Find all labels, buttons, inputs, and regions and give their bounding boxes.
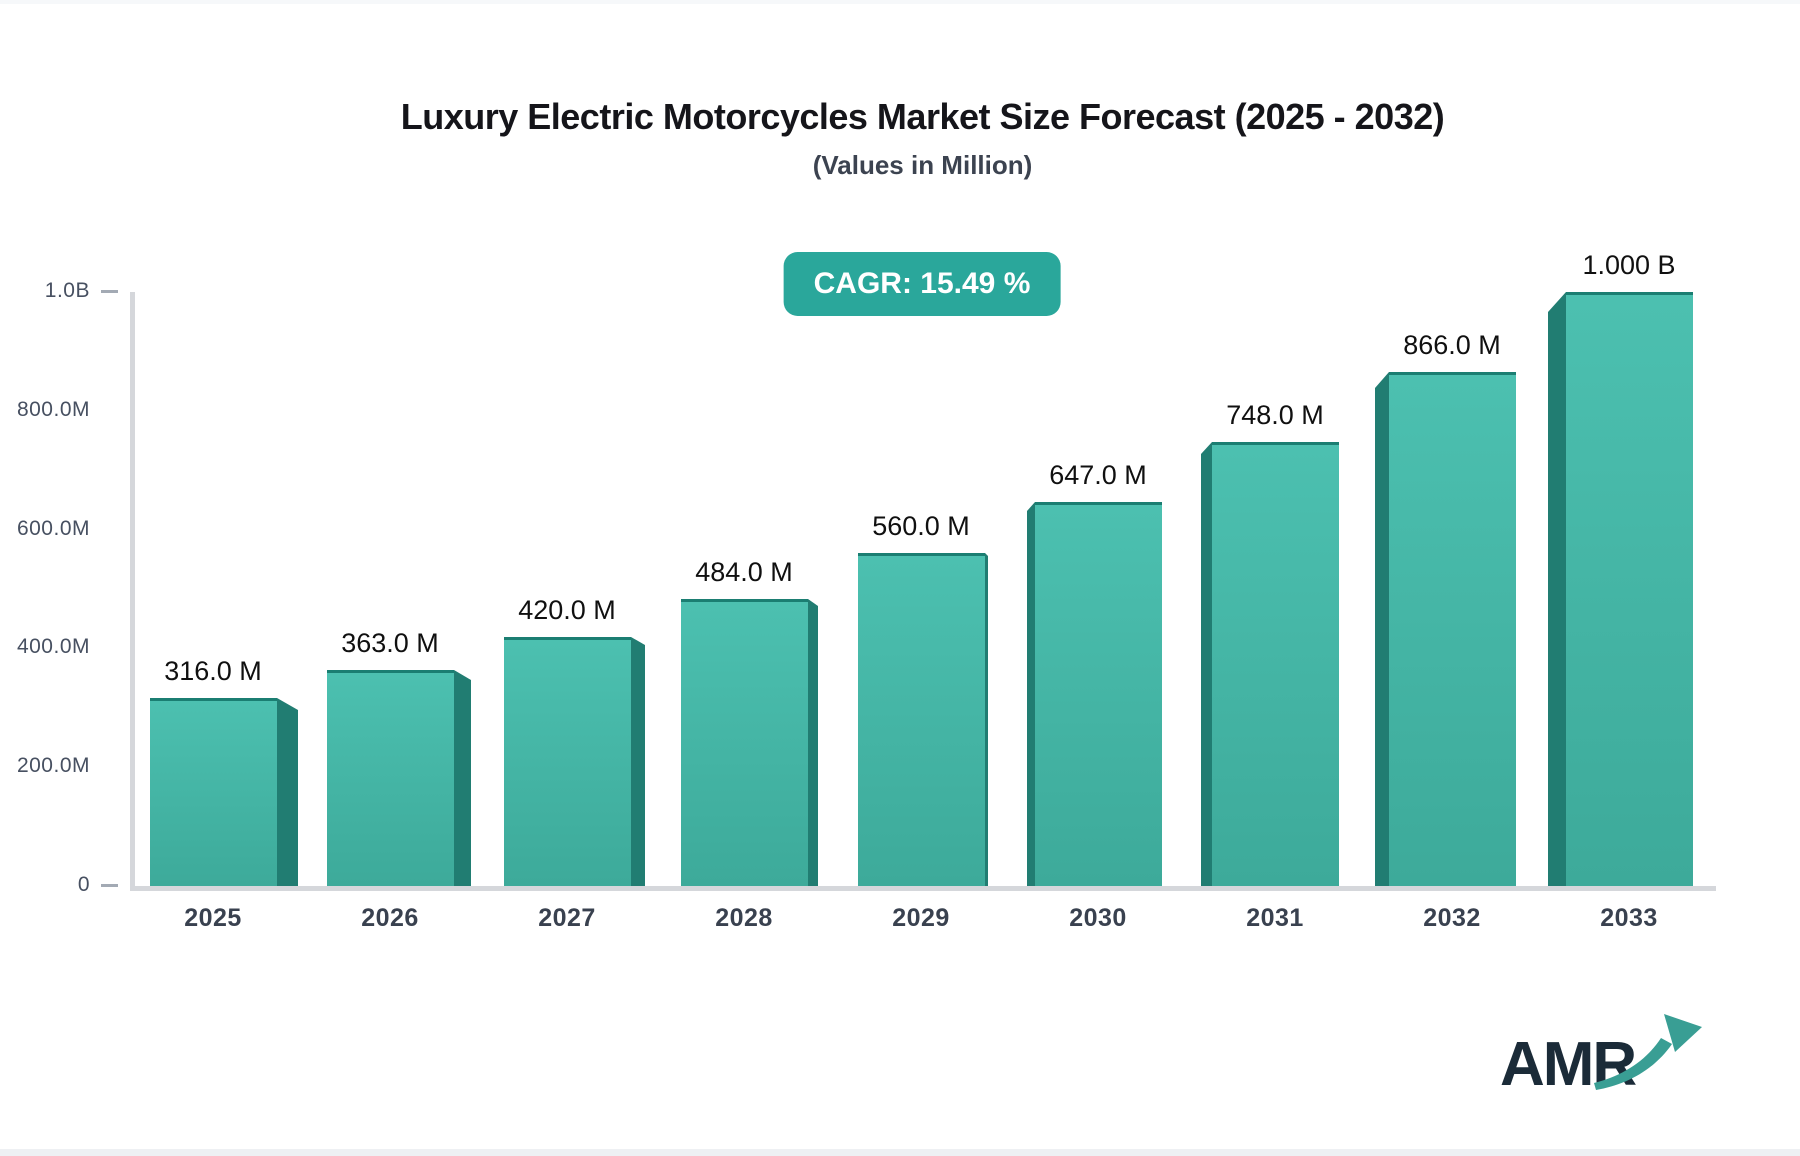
bar-2029 [858, 553, 985, 886]
bar-2027 [504, 637, 631, 886]
chart-title: Luxury Electric Motorcycles Market Size … [400, 96, 1445, 137]
bar-value-label-2025: 316.0 M [164, 656, 262, 686]
bar-value-label-2030: 647.0 M [1049, 460, 1147, 490]
bar-side-face-2030 [1027, 502, 1035, 886]
chart-subtitle: (Values in Million) [812, 150, 1033, 180]
y-axis-label-0: 0 [77, 873, 90, 896]
x-axis-label-2026: 2026 [361, 904, 419, 932]
bar-value-label-2033: 1.000 B [1582, 250, 1676, 280]
bar-value-label-2032: 866.0 M [1403, 330, 1501, 360]
x-axis-label-2025: 2025 [184, 904, 242, 932]
cagr-badge: CAGR: 15.49 % [783, 252, 1061, 316]
bar-value-label-2029: 560.0 M [872, 511, 970, 541]
x-axis-baseline [130, 886, 1716, 891]
amr-logo: AMR [1500, 1014, 1702, 1108]
bar-2033 [1566, 292, 1693, 886]
x-axis-label-2033: 2033 [1600, 904, 1658, 932]
bottom-border [0, 1149, 1800, 1156]
x-axis-label-2028: 2028 [715, 904, 773, 932]
bar-2028 [681, 599, 808, 886]
x-axis-label-2029: 2029 [892, 904, 950, 932]
bar-side-face-2031 [1201, 442, 1212, 886]
bar-2030 [1035, 502, 1162, 886]
bar-2031 [1212, 442, 1339, 886]
bar-value-label-2028: 484.0 M [695, 557, 793, 587]
y-axis-label-800.0M: 800.0M [16, 398, 90, 421]
amr-logo-text: AMR [1500, 1030, 1637, 1099]
bar-side-face-2028 [808, 599, 818, 886]
y-axis-label-600.0M: 600.0M [16, 517, 90, 540]
x-axis-label-2031: 2031 [1246, 904, 1304, 932]
bar-value-label-2027: 420.0 M [518, 595, 616, 625]
x-axis-label-2032: 2032 [1423, 904, 1481, 932]
x-axis-label-2027: 2027 [538, 904, 596, 932]
top-border [0, 0, 1800, 4]
bar-2032 [1389, 372, 1516, 886]
bar-value-label-2026: 363.0 M [341, 628, 439, 658]
bar-side-face-2027 [631, 637, 645, 886]
bar-value-label-2031: 748.0 M [1226, 400, 1324, 430]
bar-side-face-2032 [1375, 372, 1389, 886]
bar-side-face-2033 [1548, 292, 1566, 886]
y-axis-label-200.0M: 200.0M [16, 754, 90, 777]
bar-side-face-2026 [454, 670, 471, 886]
bar-side-face-2029 [985, 553, 988, 886]
y-axis-label-1.0B: 1.0B [44, 279, 90, 302]
bar-2025 [150, 698, 277, 886]
bar-side-face-2025 [277, 698, 298, 886]
y-axis-tick [101, 884, 118, 887]
y-axis-line [130, 292, 135, 890]
y-axis-tick [101, 290, 118, 293]
y-axis-label-400.0M: 400.0M [16, 635, 90, 658]
x-axis-label-2030: 2030 [1069, 904, 1127, 932]
growth-arrow-icon [1594, 1014, 1702, 1090]
bar-2026 [327, 670, 454, 886]
